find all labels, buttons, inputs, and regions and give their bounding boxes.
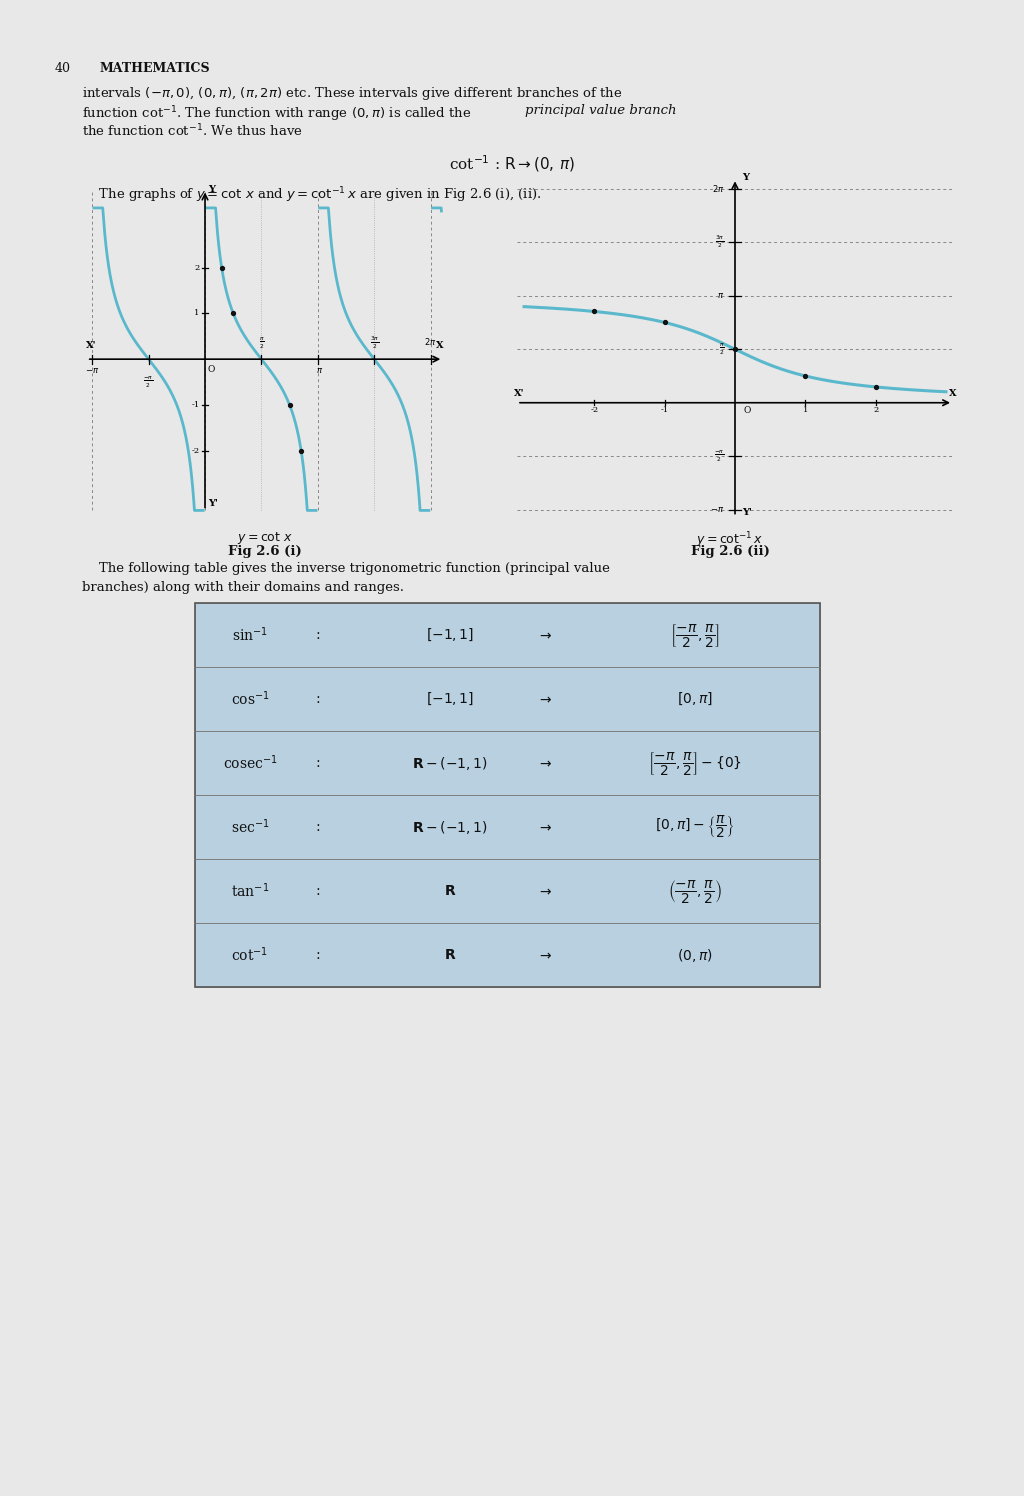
Text: $\mathbf{R}-(-1, 1)$: $\mathbf{R}-(-1, 1)$: [412, 818, 487, 835]
Text: $\left(\dfrac{-\pi}{2},\dfrac{\pi}{2}\right)$: $\left(\dfrac{-\pi}{2},\dfrac{\pi}{2}\ri…: [668, 878, 722, 905]
Text: The following table gives the inverse trigonometric function (principal value: The following table gives the inverse tr…: [82, 562, 610, 574]
Text: O: O: [743, 405, 751, 414]
Text: $\rightarrow$: $\rightarrow$: [538, 628, 553, 642]
Text: the function cot$^{-1}$. We thus have: the function cot$^{-1}$. We thus have: [82, 123, 303, 139]
Text: -1: -1: [660, 407, 669, 414]
Text: X: X: [949, 389, 956, 398]
Text: $\rightarrow$: $\rightarrow$: [538, 693, 553, 706]
Text: :: :: [315, 628, 321, 642]
Text: $\pi$: $\pi$: [315, 367, 323, 375]
Text: :: :: [315, 884, 321, 898]
Text: branches) along with their domains and ranges.: branches) along with their domains and r…: [82, 580, 404, 594]
Text: function cot$^{-1}$. The function with range $(0, \pi)$ is called the: function cot$^{-1}$. The function with r…: [82, 105, 471, 124]
Text: $\rightarrow$: $\rightarrow$: [538, 948, 553, 962]
Text: MATHEMATICS: MATHEMATICS: [100, 61, 211, 75]
Text: $-\pi$: $-\pi$: [711, 506, 724, 515]
Text: -2: -2: [191, 447, 200, 455]
Text: 1: 1: [803, 407, 808, 414]
Text: Y: Y: [209, 186, 216, 194]
Text: 2: 2: [873, 407, 879, 414]
Text: $[-1, 1]$: $[-1, 1]$: [426, 691, 474, 708]
Text: $y = \cot^{-1}x$: $y = \cot^{-1}x$: [696, 530, 764, 549]
Text: Y': Y': [742, 507, 752, 518]
Text: sec$^{-1}$: sec$^{-1}$: [230, 818, 269, 836]
Text: intervals $(-\pi, 0)$, $(0, \pi)$, $(\pi, 2\pi)$ etc. These intervals give diffe: intervals $(-\pi, 0)$, $(0, \pi)$, $(\pi…: [82, 85, 623, 102]
Bar: [195, 603, 820, 667]
Text: $\frac{-\pi}{2}$: $\frac{-\pi}{2}$: [143, 375, 154, 390]
Bar: [195, 923, 820, 987]
Bar: [195, 794, 820, 859]
Text: Y': Y': [209, 498, 218, 507]
Text: principal value branch: principal value branch: [525, 105, 677, 117]
Text: :: :: [315, 948, 321, 962]
Text: The graphs of $y = \cot\,x$ and $y = \cot^{-1}x$ are given in Fig 2.6 (i), (ii).: The graphs of $y = \cot\,x$ and $y = \co…: [82, 186, 542, 205]
Text: $\frac{3\pi}{2}$: $\frac{3\pi}{2}$: [370, 335, 379, 352]
Text: :: :: [315, 755, 321, 770]
Text: Y: Y: [742, 174, 749, 183]
Text: $[-1, 1]$: $[-1, 1]$: [426, 627, 474, 643]
Text: $2\pi$: $2\pi$: [424, 337, 437, 347]
Text: 2: 2: [195, 263, 200, 271]
Text: X': X': [86, 341, 96, 350]
Text: $(0, \pi)$: $(0, \pi)$: [677, 947, 713, 963]
Text: $\mathbf{R}$: $\mathbf{R}$: [443, 884, 457, 898]
Text: $\left[\dfrac{-\pi}{2},\dfrac{\pi}{2}\right]$: $\left[\dfrac{-\pi}{2},\dfrac{\pi}{2}\ri…: [670, 621, 720, 648]
Text: O: O: [208, 365, 215, 374]
Text: cosec$^{-1}$: cosec$^{-1}$: [222, 754, 278, 772]
Bar: [195, 667, 820, 732]
Text: -1: -1: [191, 401, 200, 408]
Text: cot$^{-1}$ : $\mathrm{R} \rightarrow (0,\, \pi)$: cot$^{-1}$ : $\mathrm{R} \rightarrow (0,…: [449, 154, 575, 174]
Text: Fig 2.6 (i): Fig 2.6 (i): [228, 545, 302, 558]
Text: $\pi$: $\pi$: [717, 292, 724, 301]
Text: $\mathbf{R}-(-1,1)$: $\mathbf{R}-(-1,1)$: [412, 754, 487, 772]
Text: :: :: [315, 693, 321, 706]
Bar: [195, 859, 820, 923]
Bar: [195, 603, 820, 987]
Text: -2: -2: [590, 407, 598, 414]
Text: $[0, \pi]-\left\{\dfrac{\pi}{2}\right\}$: $[0, \pi]-\left\{\dfrac{\pi}{2}\right\}$: [655, 814, 735, 841]
Text: X': X': [513, 389, 524, 398]
Text: $\left[\dfrac{-\pi}{2},\dfrac{\pi}{2}\right]-\{0\}$: $\left[\dfrac{-\pi}{2},\dfrac{\pi}{2}\ri…: [648, 749, 742, 776]
Text: $[0, \pi]$: $[0, \pi]$: [677, 691, 713, 708]
Bar: [195, 732, 820, 794]
Text: 40: 40: [55, 61, 71, 75]
Text: :: :: [315, 820, 321, 833]
Text: $\frac{\pi}{2}$: $\frac{\pi}{2}$: [258, 337, 264, 352]
Text: 1: 1: [195, 310, 200, 317]
Text: $2\pi$: $2\pi$: [712, 183, 724, 194]
Text: $-\pi$: $-\pi$: [85, 367, 99, 375]
Text: $y = \cot\,x$: $y = \cot\,x$: [237, 530, 293, 546]
Text: $\mathbf{R}$: $\mathbf{R}$: [443, 948, 457, 962]
Text: Fig 2.6 (ii): Fig 2.6 (ii): [690, 545, 769, 558]
Text: $\frac{-\pi}{2}$: $\frac{-\pi}{2}$: [714, 449, 724, 464]
Text: cot$^{-1}$: cot$^{-1}$: [231, 945, 268, 965]
Text: cos$^{-1}$: cos$^{-1}$: [230, 690, 269, 708]
Text: X: X: [436, 341, 443, 350]
Text: tan$^{-1}$: tan$^{-1}$: [230, 881, 269, 901]
Text: $\frac{3\pi}{2}$: $\frac{3\pi}{2}$: [715, 233, 724, 250]
Text: $\rightarrow$: $\rightarrow$: [538, 884, 553, 898]
Text: $\rightarrow$: $\rightarrow$: [538, 755, 553, 770]
Text: $\rightarrow$: $\rightarrow$: [538, 820, 553, 833]
Text: sin$^{-1}$: sin$^{-1}$: [232, 625, 268, 645]
Text: $\frac{\pi}{2}$: $\frac{\pi}{2}$: [719, 341, 724, 356]
